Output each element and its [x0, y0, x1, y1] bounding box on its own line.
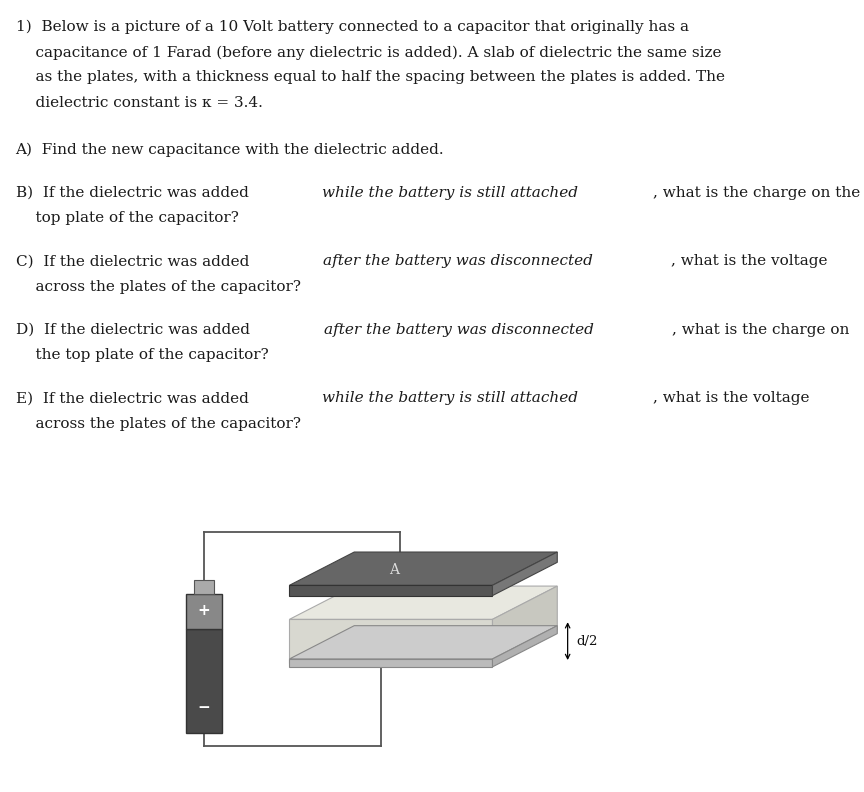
- Text: d/2: d/2: [576, 634, 598, 648]
- Text: E)  If the dielectric was added: E) If the dielectric was added: [16, 391, 253, 406]
- Text: the top plate of the capacitor?: the top plate of the capacitor?: [16, 348, 269, 362]
- Text: after the battery was disconnected: after the battery was disconnected: [324, 323, 594, 337]
- Text: +: +: [198, 604, 210, 618]
- Text: dielectric constant is κ = 3.4.: dielectric constant is κ = 3.4.: [16, 96, 263, 110]
- Polygon shape: [289, 626, 557, 659]
- Text: top plate of the capacitor?: top plate of the capacitor?: [16, 211, 238, 225]
- Text: as the plates, with a thickness equal to half the spacing between the plates is : as the plates, with a thickness equal to…: [16, 70, 725, 85]
- Text: B)  If the dielectric was added: B) If the dielectric was added: [16, 186, 253, 200]
- Polygon shape: [492, 586, 557, 663]
- Text: 1)  Below is a picture of a 10 Volt battery connected to a capacitor that origin: 1) Below is a picture of a 10 Volt batte…: [16, 20, 689, 34]
- Text: , what is the voltage: , what is the voltage: [671, 254, 828, 268]
- Text: across the plates of the capacitor?: across the plates of the capacitor?: [16, 280, 301, 294]
- Text: −: −: [198, 700, 210, 715]
- Text: while the battery is still attached: while the battery is still attached: [322, 186, 578, 200]
- Bar: [186, 629, 222, 733]
- Text: after the battery was disconnected: after the battery was disconnected: [323, 254, 593, 268]
- Bar: [186, 594, 222, 629]
- Text: , what is the voltage: , what is the voltage: [652, 391, 810, 406]
- Text: , what is the charge on: , what is the charge on: [672, 323, 849, 337]
- Bar: [194, 580, 214, 594]
- Text: A)  Find the new capacitance with the dielectric added.: A) Find the new capacitance with the die…: [16, 143, 444, 157]
- Text: C)  If the dielectric was added: C) If the dielectric was added: [16, 254, 254, 268]
- Text: across the plates of the capacitor?: across the plates of the capacitor?: [16, 417, 301, 431]
- Text: D)  If the dielectric was added: D) If the dielectric was added: [16, 323, 254, 337]
- Polygon shape: [492, 552, 557, 596]
- Text: , what is the charge on the: , what is the charge on the: [652, 186, 860, 200]
- Polygon shape: [289, 659, 492, 667]
- Polygon shape: [289, 585, 492, 596]
- Text: while the battery is still attached: while the battery is still attached: [322, 391, 578, 406]
- Polygon shape: [289, 552, 557, 585]
- Text: capacitance of 1 Farad (before any dielectric is added). A slab of dielectric th: capacitance of 1 Farad (before any diele…: [16, 45, 721, 59]
- Polygon shape: [492, 626, 557, 667]
- Text: A: A: [389, 563, 399, 577]
- Polygon shape: [289, 619, 492, 663]
- Polygon shape: [289, 586, 557, 619]
